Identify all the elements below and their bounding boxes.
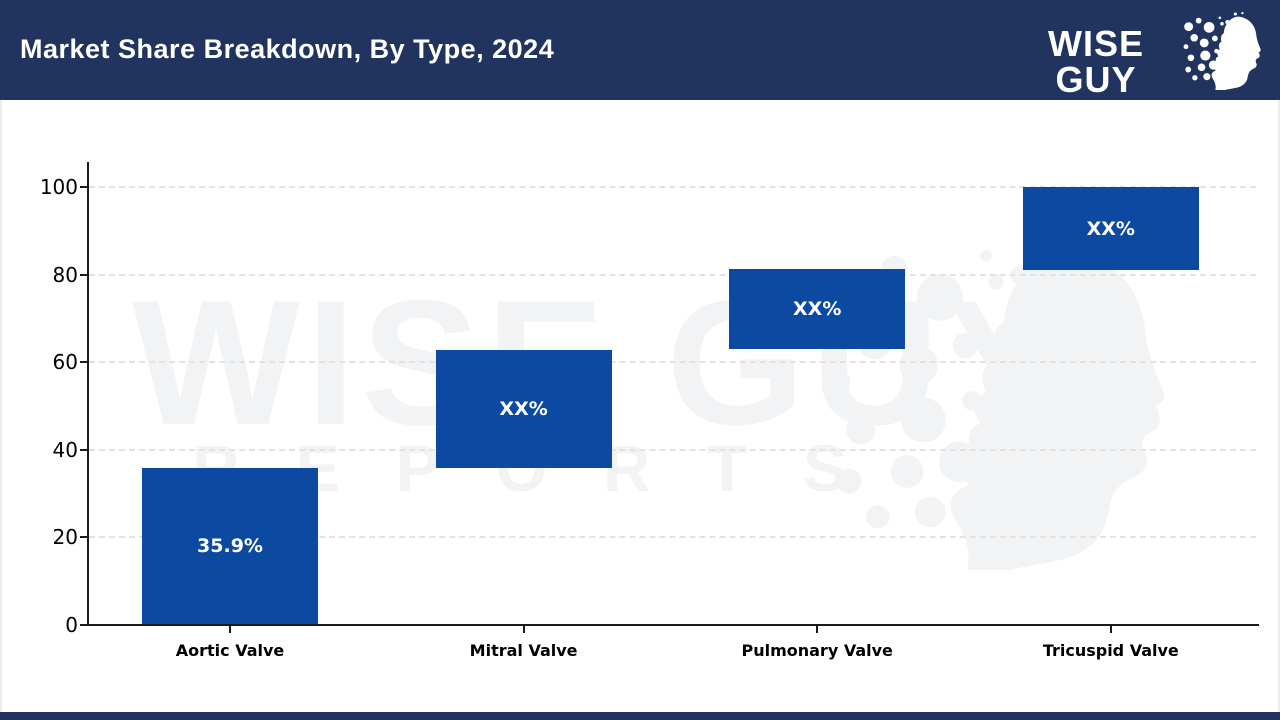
gridline-100 [89,186,1256,188]
bar-mitral-valve: XX% [435,349,612,468]
page-edge-right [1278,100,1280,712]
gridline-20 [89,536,1256,539]
wise-guy-reports-logo: WISE GUY REPORTS [1012,8,1262,115]
bar-value-label: XX% [793,297,842,320]
y-tick-label-60: 60 [52,350,78,375]
y-tick-60 [80,361,88,364]
y-tick-label-100: 100 [39,175,78,199]
chart-title: Market Share Breakdown, By Type, 2024 [20,34,555,64]
bar-pulmonary-valve: XX% [729,268,906,350]
bar-aortic-valve: 35.9% [142,467,318,625]
x-label-aortic-valve: Aortic Valve [175,641,285,660]
y-tick-label-0: 0 [65,613,78,637]
x-tick-aortic-valve [229,626,231,633]
x-label-pulmonary-valve: Pulmonary Valve [741,641,893,660]
x-axis-line [86,624,1259,626]
bar-value-label: XX% [1086,217,1135,240]
y-axis-line [87,162,89,626]
logo-wordmark: WISE GUY [1047,23,1144,100]
x-tick-mitral-valve [522,626,525,633]
y-tick-label-40: 40 [52,437,78,462]
bar-tricuspid-valve: XX% [1022,187,1199,271]
gridline-40 [89,448,1256,451]
x-label-tricuspid-valve: Tricuspid Valve [1042,641,1179,660]
logo-subtitle: REPORTS [1036,100,1162,115]
logo-face-icon [1183,12,1261,90]
y-tick-0 [80,624,88,626]
y-tick-label-20: 20 [52,525,78,550]
y-tick-20 [80,536,88,539]
x-label-mitral-valve: Mitral Valve [469,641,578,660]
footer-bar [0,712,1280,720]
y-tick-80 [80,273,88,276]
y-tick-100 [80,186,88,188]
bar-value-label: XX% [499,397,548,420]
bar-value-label: 35.9% [197,535,263,558]
logo-text: WISE GUY REPORTS [1012,23,1180,116]
y-tick-label-80: 80 [52,262,78,287]
header-bar: Market Share Breakdown, By Type, 2024 WI… [0,0,1280,115]
gridline-60 [89,361,1256,364]
x-tick-pulmonary-valve [816,626,819,633]
x-tick-tricuspid-valve [1109,626,1112,633]
page-edge-left [0,100,2,712]
y-tick-40 [80,448,88,451]
gridline-80 [89,273,1256,276]
